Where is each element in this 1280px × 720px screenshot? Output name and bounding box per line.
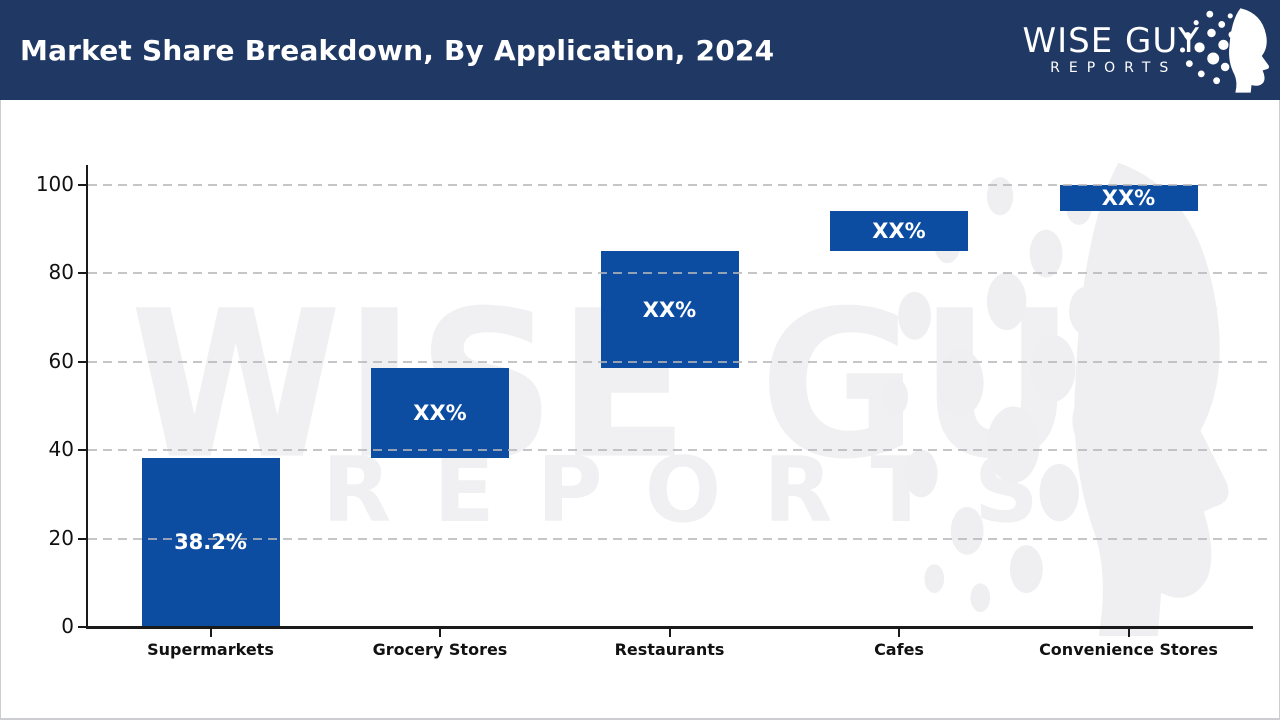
y-tick-mark	[78, 360, 86, 363]
y-tick-label: 80	[48, 260, 74, 284]
y-tick-label: 60	[48, 348, 74, 373]
gridline-20	[88, 537, 1268, 540]
x-axis-line	[86, 626, 1253, 629]
y-tick-mark	[78, 537, 86, 540]
x-tick-mark	[668, 629, 671, 637]
brand-logo-text: WISE GUY REPORTS	[1022, 20, 1200, 77]
bar-value-label-grocery-stores: XX%	[413, 401, 467, 426]
y-tick-mark	[78, 183, 86, 186]
bar-grocery-stores	[371, 368, 509, 458]
y-tick-label: 100	[35, 171, 74, 196]
brand-logo: WISE GUY REPORTS	[1022, 6, 1272, 94]
y-tick-label: 40	[48, 437, 74, 461]
bar-value-label-supermarkets: 38.2%	[174, 530, 247, 555]
y-tick-mark	[78, 272, 86, 274]
brand-subname: REPORTS	[1050, 60, 1178, 77]
brand-head-icon	[1179, 8, 1270, 93]
x-axis-label-grocery-stores: Grocery Stores	[372, 640, 508, 659]
x-tick-mark	[898, 629, 900, 637]
gridline-80	[88, 272, 1268, 274]
gridline-40	[88, 449, 1268, 451]
chart-title: Market Share Breakdown, By Application, …	[20, 33, 775, 67]
x-tick-mark	[439, 629, 441, 637]
bar-supermarkets	[141, 457, 280, 627]
bar-cafes	[830, 211, 968, 251]
gridline-60	[88, 360, 1268, 363]
x-axis-label-restaurants: Restaurants	[614, 640, 725, 659]
y-tick-label: 0	[61, 614, 74, 638]
y-tick-mark	[78, 626, 86, 628]
y-tick-mark	[78, 449, 86, 451]
x-tick-mark	[1127, 629, 1130, 637]
bar-convenience-stores	[1059, 184, 1198, 212]
y-tick-label: 20	[48, 525, 74, 550]
x-axis-label-cafes: Cafes	[874, 640, 924, 659]
bar-restaurants	[600, 250, 739, 369]
bar-value-label-cafes: XX%	[872, 218, 926, 243]
gridline-100	[88, 183, 1268, 186]
x-axis-label-supermarkets: Supermarkets	[147, 640, 274, 659]
y-axis-line	[86, 165, 88, 629]
bar-value-label-restaurants: XX%	[642, 297, 697, 322]
brand-name: WISE GUY	[1022, 20, 1200, 61]
watermark-head-icon	[881, 162, 1229, 636]
bar-value-label-convenience-stores: XX%	[1101, 185, 1156, 210]
report-header: Market Share Breakdown, By Application, …	[0, 0, 1280, 100]
x-tick-mark	[209, 629, 212, 637]
x-axis-label-convenience-stores: Convenience Stores	[1039, 640, 1218, 659]
